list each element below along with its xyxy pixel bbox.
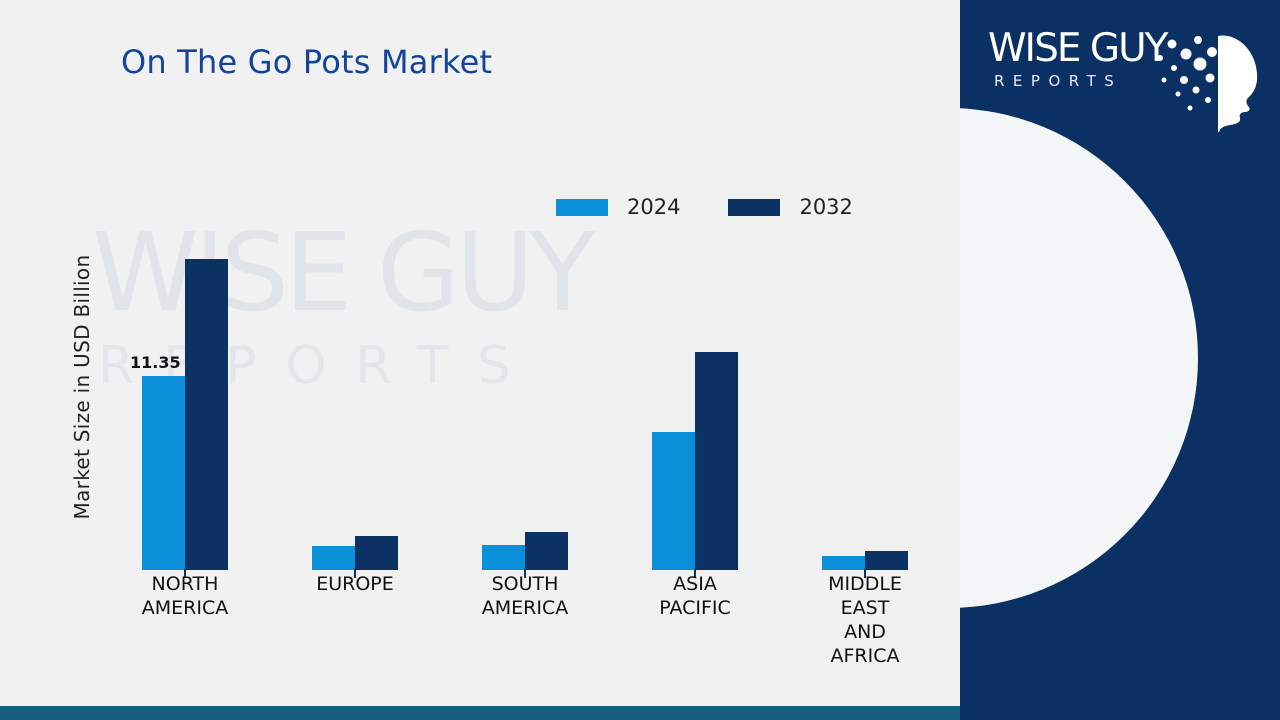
bar-2024-europe[interactable] bbox=[312, 546, 355, 570]
bar-2024-middle-east-and-africa[interactable] bbox=[822, 556, 865, 570]
legend-item-2024[interactable]: 2024 bbox=[556, 195, 680, 219]
bar-pair bbox=[800, 180, 930, 570]
bar-2032-north-america[interactable] bbox=[185, 259, 228, 570]
bar-2024-south-america[interactable] bbox=[482, 545, 525, 570]
category-label-europe: EUROPE bbox=[316, 573, 394, 595]
bar-pair bbox=[290, 180, 420, 570]
brand-wordmark: WISE GUY bbox=[988, 26, 1168, 71]
y-axis-label: Market Size in USD Billion bbox=[70, 254, 94, 520]
bar-group-asia-pacific: ASIA PACIFIC bbox=[630, 180, 760, 619]
axis-tick bbox=[694, 569, 696, 578]
axis-tick bbox=[354, 569, 356, 578]
legend-label-2032: 2032 bbox=[799, 195, 853, 219]
bar-group-south-america: SOUTH AMERICA bbox=[460, 180, 590, 619]
axis-tick bbox=[864, 569, 866, 578]
category-label-north-america: NORTH AMERICA bbox=[141, 573, 229, 619]
brand-logo: WISE GUY REPORTS bbox=[988, 26, 1258, 132]
dotted-head-profile-icon bbox=[1157, 35, 1258, 132]
bar-pair bbox=[460, 180, 590, 570]
bar-group-middle-east-and-africa: MIDDLE EAST AND AFRICA bbox=[800, 180, 930, 667]
axis-tick bbox=[184, 569, 186, 578]
bar-chart-plot-area: 11.35 NORTH AMERICA EUROPE SOUTH AMERICA… bbox=[100, 180, 940, 667]
bar-2032-south-america[interactable] bbox=[525, 532, 568, 570]
bar-2032-europe[interactable] bbox=[355, 536, 398, 570]
legend-label-2024: 2024 bbox=[627, 195, 681, 219]
bottom-accent-bar bbox=[0, 706, 960, 720]
bar-2032-asia-pacific[interactable] bbox=[695, 352, 738, 570]
legend-swatch-2032 bbox=[728, 198, 781, 216]
legend-swatch-2024 bbox=[556, 198, 608, 216]
bar-2032-middle-east-and-africa[interactable] bbox=[865, 551, 908, 570]
bar-group-europe: EUROPE bbox=[290, 180, 420, 595]
bar-2024-north-america[interactable] bbox=[142, 376, 185, 570]
white-circle-decoration bbox=[960, 108, 1198, 608]
brand-subtitle: REPORTS bbox=[994, 72, 1123, 90]
category-label-asia-pacific: ASIA PACIFIC bbox=[659, 573, 731, 619]
chart-title: On The Go Pots Market bbox=[121, 43, 493, 81]
dotted-brain-head-icon bbox=[960, 108, 1198, 608]
bar-pair bbox=[120, 180, 250, 570]
bar-group-north-america: 11.35 NORTH AMERICA bbox=[120, 180, 250, 619]
bar-pair bbox=[630, 180, 760, 570]
bar-value-label-north-america: 11.35 bbox=[130, 353, 181, 372]
chart-legend: 2024 2032 bbox=[556, 195, 853, 219]
legend-item-2032[interactable]: 2032 bbox=[728, 195, 853, 219]
bar-2024-asia-pacific[interactable] bbox=[652, 432, 695, 570]
brand-panel: WISE GUY REPORTS bbox=[960, 0, 1280, 720]
category-label-middle-east-and-africa: MIDDLE EAST AND AFRICA bbox=[828, 573, 902, 667]
axis-tick bbox=[524, 569, 526, 578]
category-label-south-america: SOUTH AMERICA bbox=[481, 573, 569, 619]
